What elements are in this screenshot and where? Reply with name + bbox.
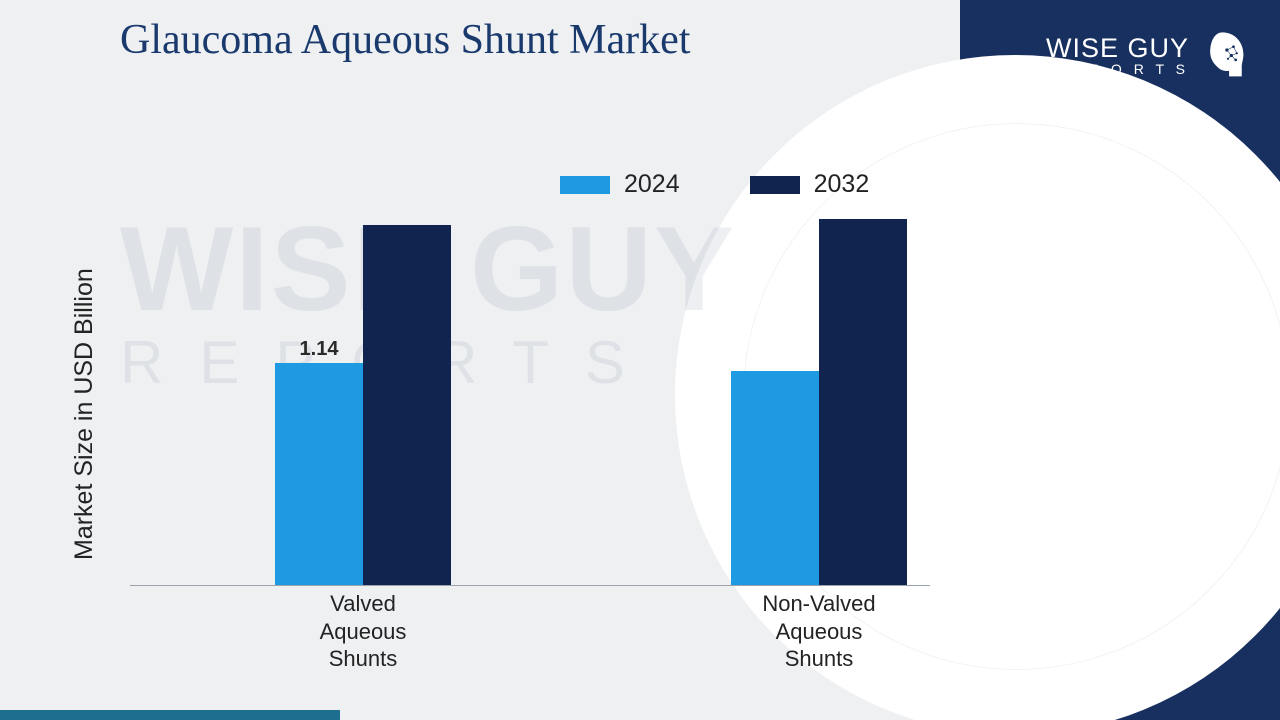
bar-group: 1.14 bbox=[275, 225, 451, 585]
brand-logo: WISE GUY R E P O R T S bbox=[1046, 28, 1250, 83]
chart-canvas: WISE GUY REPORTS Glaucoma Aqueous Shunt … bbox=[0, 0, 1280, 720]
bar bbox=[819, 219, 907, 585]
legend-swatch bbox=[750, 176, 800, 194]
category-label: ValvedAqueousShunts bbox=[273, 590, 453, 673]
legend-label: 2032 bbox=[814, 170, 870, 199]
bar: 1.14 bbox=[275, 363, 363, 585]
legend-label: 2024 bbox=[624, 170, 680, 199]
legend-swatch bbox=[560, 176, 610, 194]
x-axis-line bbox=[130, 585, 930, 586]
logo-line1: WISE GUY bbox=[1046, 34, 1189, 62]
legend-item-2032: 2032 bbox=[750, 170, 870, 199]
bar bbox=[363, 225, 451, 585]
bar-group bbox=[731, 219, 907, 585]
chart-title: Glaucoma Aqueous Shunt Market bbox=[120, 16, 690, 64]
bar-chart: 1.14 ValvedAqueousShuntsNon-ValvedAqueou… bbox=[130, 215, 930, 615]
bottom-accent-strip bbox=[0, 710, 340, 720]
logo-text: WISE GUY R E P O R T S bbox=[1046, 34, 1189, 77]
plot-area: 1.14 bbox=[130, 215, 930, 585]
category-label: Non-ValvedAqueousShunts bbox=[729, 590, 909, 673]
bar bbox=[731, 371, 819, 585]
legend-item-2024: 2024 bbox=[560, 170, 680, 199]
legend: 2024 2032 bbox=[560, 170, 869, 199]
y-axis-label: Market Size in USD Billion bbox=[70, 268, 99, 560]
bar-value-label: 1.14 bbox=[275, 338, 363, 361]
head-icon bbox=[1195, 28, 1250, 83]
logo-line2: R E P O R T S bbox=[1046, 62, 1189, 77]
